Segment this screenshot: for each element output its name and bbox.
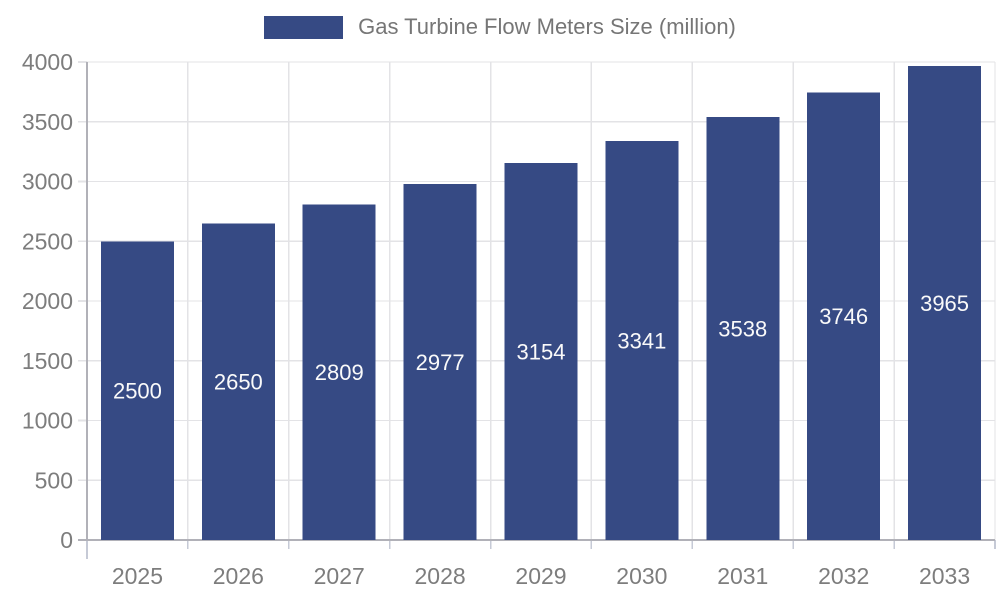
y-tick-label: 0 (60, 527, 73, 553)
bar-value-label: 3746 (819, 304, 868, 329)
legend-swatch (264, 15, 344, 39)
x-tick-label: 2025 (112, 563, 163, 589)
bar (302, 204, 376, 540)
bar-value-label: 2500 (113, 379, 162, 404)
x-tick-label: 2031 (717, 563, 768, 589)
y-tick-label: 3500 (22, 109, 73, 135)
x-tick-label: 2030 (616, 563, 667, 589)
x-tick-label: 2026 (213, 563, 264, 589)
y-tick-label: 4000 (22, 49, 73, 75)
bar-value-label: 3341 (617, 328, 666, 353)
bar-value-label: 2977 (416, 350, 465, 375)
bar (908, 66, 982, 541)
bar-value-label: 3965 (920, 291, 969, 316)
bar (807, 92, 881, 540)
y-tick-label: 2000 (22, 288, 73, 314)
y-tick-label: 2500 (22, 228, 73, 254)
x-tick-label: 2027 (314, 563, 365, 589)
bar (605, 140, 679, 541)
bar-value-label: 3538 (718, 317, 767, 342)
bar-value-label: 2650 (214, 370, 263, 395)
x-tick-label: 2029 (515, 563, 566, 589)
y-tick-label: 1500 (22, 348, 73, 374)
y-tick-label: 500 (35, 467, 73, 493)
bar (100, 241, 174, 540)
bar (403, 184, 477, 540)
x-tick-label: 2033 (919, 563, 970, 589)
bar-value-label: 3154 (517, 340, 566, 365)
legend-label: Gas Turbine Flow Meters Size (million) (358, 14, 736, 39)
x-tick-label: 2032 (818, 563, 869, 589)
chart-legend: Gas Turbine Flow Meters Size (million) (0, 14, 1000, 40)
y-tick-label: 3000 (22, 169, 73, 195)
bar (706, 117, 780, 541)
bar-value-label: 2809 (315, 360, 364, 385)
bar (201, 223, 275, 540)
bar (504, 163, 578, 541)
y-tick-label: 1000 (22, 408, 73, 434)
x-tick-label: 2028 (415, 563, 466, 589)
